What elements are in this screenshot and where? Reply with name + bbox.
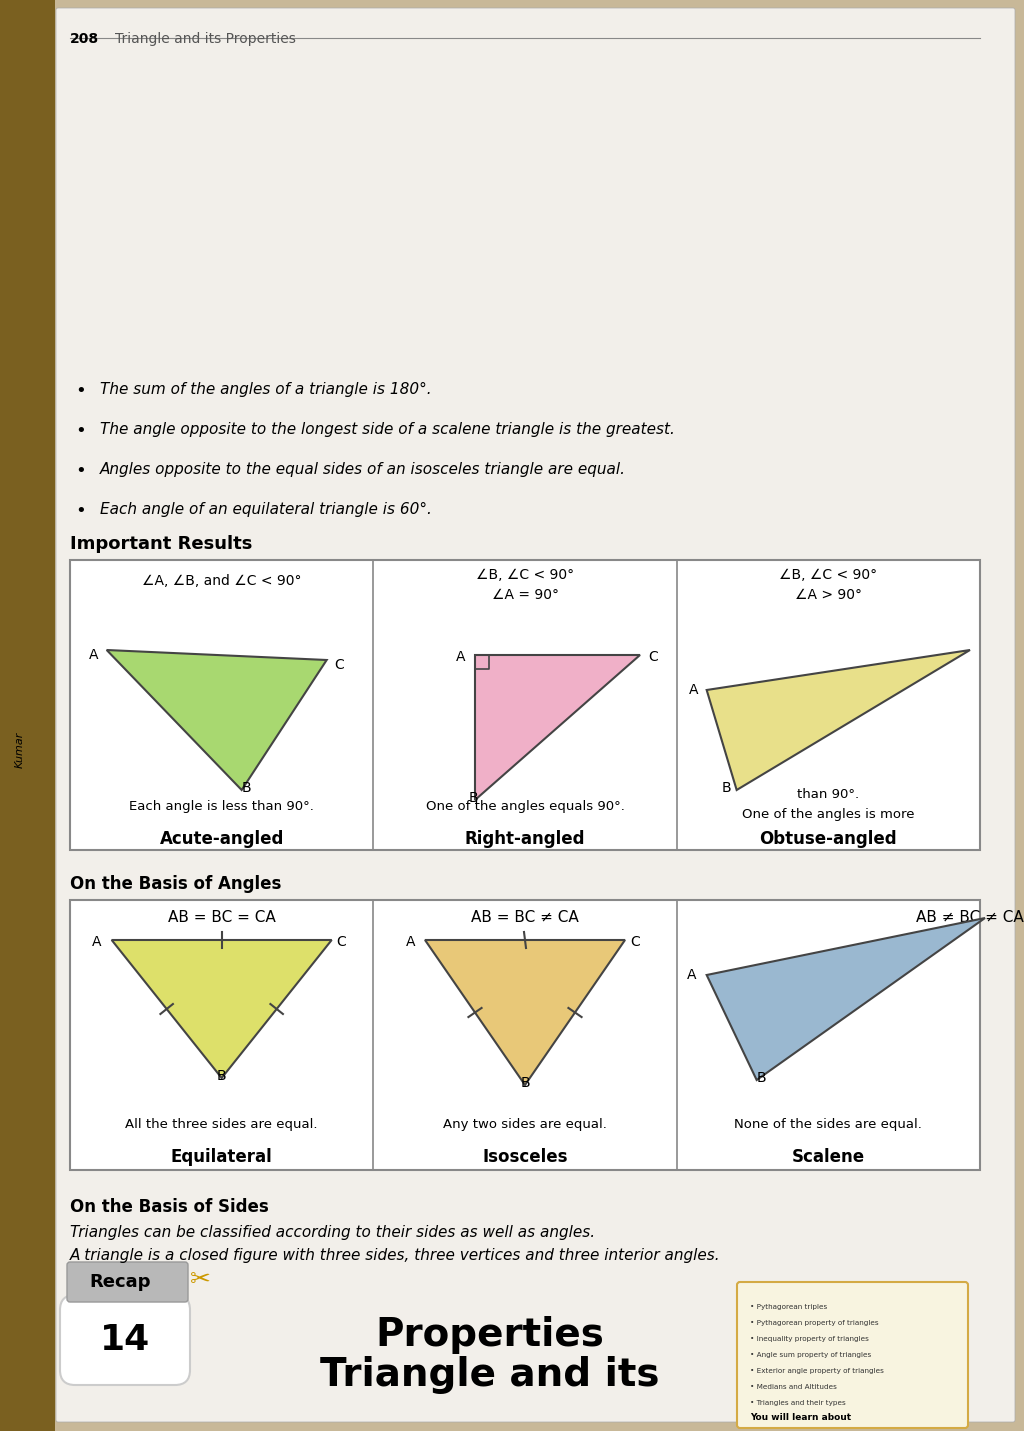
- Text: All the three sides are equal.: All the three sides are equal.: [125, 1118, 317, 1130]
- Text: Triangle and its Properties: Triangle and its Properties: [115, 31, 296, 46]
- Bar: [70, 900, 980, 1171]
- Text: Acute-angled: Acute-angled: [160, 830, 284, 849]
- Text: A: A: [406, 934, 415, 949]
- Text: B: B: [520, 1076, 529, 1090]
- Text: ✂: ✂: [189, 1268, 211, 1292]
- Text: Each angle of an equilateral triangle is 60°.: Each angle of an equilateral triangle is…: [100, 502, 432, 517]
- Text: One of the angles is more: One of the angles is more: [742, 809, 914, 821]
- Text: The sum of the angles of a triangle is 180°.: The sum of the angles of a triangle is 1…: [100, 382, 432, 396]
- Polygon shape: [425, 940, 625, 1085]
- Text: • Inequality property of triangles: • Inequality property of triangles: [750, 1337, 869, 1342]
- Text: AB = BC ≠ CA: AB = BC ≠ CA: [471, 910, 579, 924]
- Text: ∠B, ∠C < 90°: ∠B, ∠C < 90°: [779, 568, 878, 582]
- Bar: [0, 0, 55, 1431]
- Text: B: B: [757, 1070, 767, 1085]
- Text: • Angle sum property of triangles: • Angle sum property of triangles: [750, 1352, 871, 1358]
- Text: ∠A = 90°: ∠A = 90°: [492, 588, 558, 602]
- Polygon shape: [475, 655, 640, 800]
- Text: C: C: [648, 650, 657, 664]
- Text: C: C: [630, 934, 640, 949]
- Text: • Triangles and their types: • Triangles and their types: [750, 1400, 846, 1407]
- Text: •: •: [75, 502, 86, 519]
- Polygon shape: [707, 650, 970, 790]
- Text: Scalene: Scalene: [792, 1148, 865, 1166]
- Text: B: B: [242, 781, 252, 796]
- Text: • Medians and Altitudes: • Medians and Altitudes: [750, 1384, 837, 1390]
- Text: 208: 208: [70, 31, 99, 46]
- Text: B: B: [468, 791, 478, 806]
- Text: Kumar: Kumar: [15, 731, 25, 768]
- Text: Recap: Recap: [89, 1274, 151, 1291]
- Text: The angle opposite to the longest side of a scalene triangle is the greatest.: The angle opposite to the longest side o…: [100, 422, 675, 436]
- Text: than 90°.: than 90°.: [798, 788, 859, 801]
- Text: B: B: [217, 1069, 226, 1083]
- Text: Obtuse-angled: Obtuse-angled: [760, 830, 897, 849]
- Text: ∠A, ∠B, and ∠C < 90°: ∠A, ∠B, and ∠C < 90°: [142, 574, 301, 588]
- Text: ∠B, ∠C < 90°: ∠B, ∠C < 90°: [476, 568, 574, 582]
- Text: • Pythagorean property of triangles: • Pythagorean property of triangles: [750, 1319, 879, 1327]
- Text: •: •: [75, 422, 86, 439]
- Text: • Pythagorean triples: • Pythagorean triples: [750, 1304, 827, 1309]
- Text: None of the sides are equal.: None of the sides are equal.: [734, 1118, 923, 1130]
- Text: Any two sides are equal.: Any two sides are equal.: [443, 1118, 607, 1130]
- Text: Each angle is less than 90°.: Each angle is less than 90°.: [129, 800, 314, 813]
- Text: Isosceles: Isosceles: [482, 1148, 567, 1166]
- Text: B: B: [722, 781, 732, 796]
- Text: A: A: [92, 934, 101, 949]
- Text: Right-angled: Right-angled: [465, 830, 586, 849]
- Text: Triangle and its: Triangle and its: [321, 1357, 659, 1394]
- Text: 14: 14: [100, 1324, 151, 1357]
- Text: • Exterior angle property of triangles: • Exterior angle property of triangles: [750, 1368, 884, 1374]
- Text: You will learn about: You will learn about: [750, 1412, 851, 1422]
- Text: •: •: [75, 462, 86, 479]
- Text: Triangles can be classified according to their sides as well as angles.: Triangles can be classified according to…: [70, 1225, 595, 1241]
- Text: One of the angles equals 90°.: One of the angles equals 90°.: [426, 800, 625, 813]
- Text: ∠A > 90°: ∠A > 90°: [795, 588, 862, 602]
- Text: A: A: [689, 683, 698, 697]
- FancyBboxPatch shape: [60, 1295, 190, 1385]
- Text: C: C: [337, 934, 346, 949]
- FancyBboxPatch shape: [737, 1282, 968, 1428]
- Polygon shape: [112, 940, 332, 1078]
- Text: C: C: [335, 658, 344, 673]
- Polygon shape: [707, 919, 985, 1080]
- Text: On the Basis of Angles: On the Basis of Angles: [70, 874, 282, 893]
- Text: A: A: [687, 967, 696, 982]
- Text: A: A: [89, 648, 98, 663]
- FancyBboxPatch shape: [67, 1262, 188, 1302]
- Text: Equilateral: Equilateral: [171, 1148, 272, 1166]
- Polygon shape: [106, 650, 327, 790]
- Text: Important Results: Important Results: [70, 535, 252, 552]
- Text: On the Basis of Sides: On the Basis of Sides: [70, 1198, 268, 1216]
- Text: A triangle is a closed figure with three sides, three vertices and three interio: A triangle is a closed figure with three…: [70, 1248, 721, 1264]
- Text: Properties: Properties: [376, 1317, 604, 1354]
- Bar: [70, 560, 980, 850]
- Text: AB = BC = CA: AB = BC = CA: [168, 910, 275, 924]
- Text: AB ≠ BC ≠ CA: AB ≠ BC ≠ CA: [916, 910, 1024, 924]
- Text: A: A: [456, 650, 465, 664]
- Text: Angles opposite to the equal sides of an isosceles triangle are equal.: Angles opposite to the equal sides of an…: [100, 462, 626, 477]
- Text: •: •: [75, 382, 86, 401]
- FancyBboxPatch shape: [56, 9, 1015, 1422]
